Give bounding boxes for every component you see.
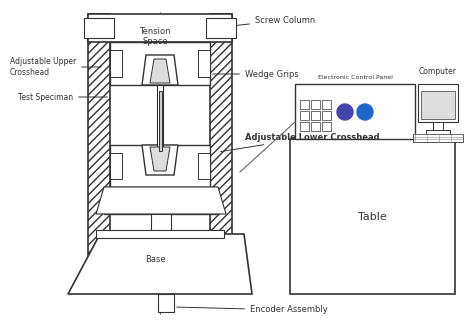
Bar (300, 122, 309, 131)
Polygon shape (150, 59, 170, 83)
Bar (322, 111, 331, 120)
Bar (300, 100, 309, 109)
Bar (158, 294, 174, 312)
Bar (198, 153, 210, 179)
Text: Encoder Assembly: Encoder Assembly (177, 305, 328, 314)
Bar (110, 145, 210, 187)
Bar (96, 230, 224, 238)
Bar (322, 100, 331, 109)
Bar (426, 130, 450, 134)
Polygon shape (68, 234, 252, 294)
Bar (158, 91, 162, 151)
Polygon shape (96, 187, 226, 214)
Bar (413, 134, 463, 142)
Circle shape (337, 104, 353, 120)
Bar (290, 139, 455, 294)
Text: Table: Table (358, 211, 387, 221)
Bar (110, 42, 210, 85)
Bar (210, 14, 232, 270)
Bar (157, 85, 163, 157)
Bar (110, 153, 122, 179)
Polygon shape (142, 145, 178, 175)
Bar (433, 122, 443, 130)
Bar (88, 14, 110, 270)
Text: Base: Base (145, 256, 165, 265)
Text: Tension
Space: Tension Space (139, 27, 171, 46)
Bar (295, 84, 415, 139)
Text: Computer: Computer (419, 67, 457, 76)
Text: Adjustable Lower Crosshead: Adjustable Lower Crosshead (221, 132, 380, 152)
Bar (421, 91, 455, 119)
Polygon shape (142, 55, 178, 85)
Polygon shape (150, 147, 170, 171)
Bar (322, 122, 331, 131)
Bar (110, 50, 122, 77)
Bar (311, 122, 320, 131)
Text: Screw Column: Screw Column (225, 16, 315, 27)
Bar (311, 100, 320, 109)
Bar (151, 214, 171, 234)
Bar (104, 187, 218, 214)
Text: Test Speciman: Test Speciman (18, 93, 107, 102)
Bar (311, 111, 320, 120)
Bar (88, 14, 232, 42)
Bar (418, 84, 458, 122)
Text: Wedge Grips: Wedge Grips (213, 69, 299, 78)
Circle shape (357, 104, 373, 120)
Bar (206, 18, 236, 38)
Bar (198, 50, 210, 77)
Text: Adjustable Upper
Crosshead: Adjustable Upper Crosshead (10, 57, 101, 77)
Bar (300, 111, 309, 120)
Text: Electronic Control Panel: Electronic Control Panel (318, 75, 392, 80)
Bar (84, 18, 114, 38)
